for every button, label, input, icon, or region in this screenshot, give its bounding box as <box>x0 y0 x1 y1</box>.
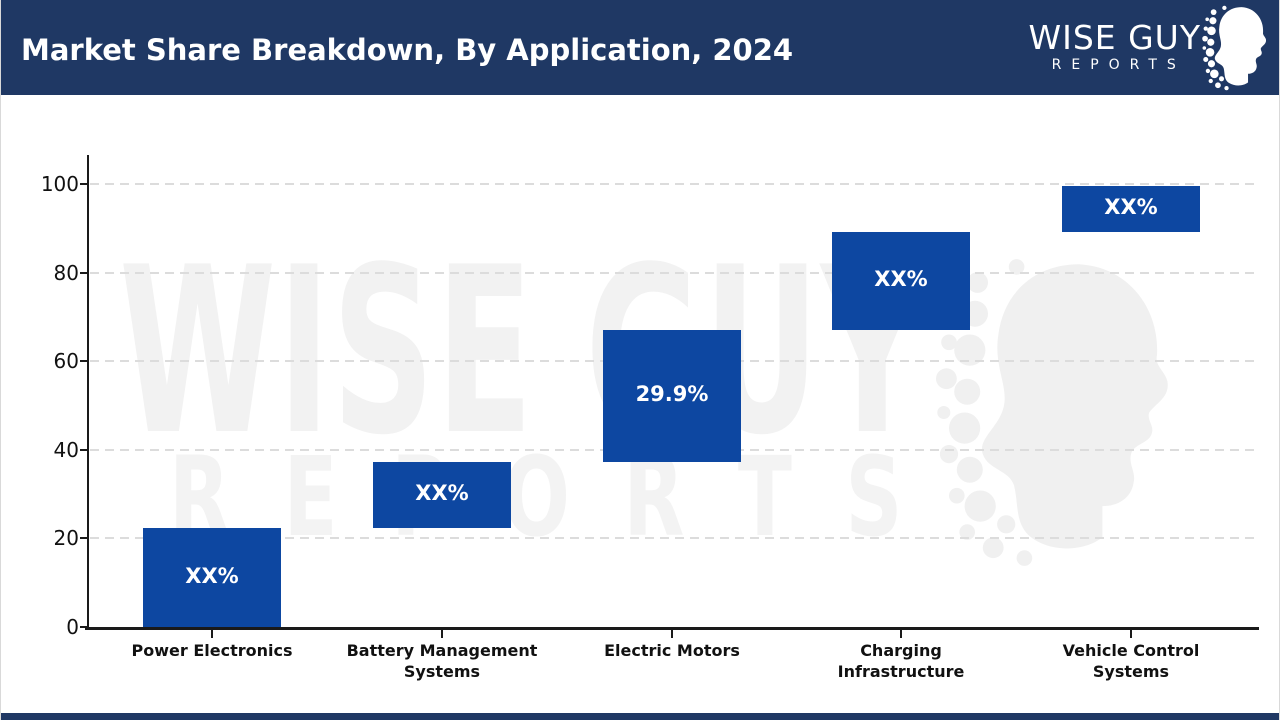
bar-battery-management-systems <box>373 462 511 529</box>
x-tickmark-1 <box>441 630 443 638</box>
y-tickmark-80 <box>80 271 88 274</box>
bar-power-electronics <box>143 528 281 627</box>
header-bar: Market Share Breakdown, By Application, … <box>1 0 1279 95</box>
y-tickmark-0 <box>80 626 88 628</box>
logo-sub-text: REPORTS <box>1051 57 1186 74</box>
y-tickmark-60 <box>80 360 88 363</box>
y-axis-line <box>87 155 89 629</box>
y-tickmark-100 <box>80 183 88 185</box>
x-axis-category-label: Power Electronics <box>131 641 293 660</box>
x-tickmark-2 <box>671 630 673 638</box>
bar-vehicle-control-systems <box>1062 186 1200 233</box>
gridline-100 <box>90 183 1259 185</box>
x-axis-category-label: Battery Management Systems <box>346 641 538 681</box>
bar-value-label: 29.9% <box>635 381 709 406</box>
watermark-head-icon <box>936 185 1196 640</box>
bar-value-label: XX% <box>874 267 928 292</box>
bar-value-label: XX% <box>415 481 469 506</box>
x-axis-line <box>85 627 1259 630</box>
x-tickmark-0 <box>211 630 213 638</box>
bar-electric-motors <box>603 329 741 463</box>
y-axis-tick-100: 100 <box>40 172 79 196</box>
x-tickmark-4 <box>1130 630 1132 638</box>
watermark-text-line1: WISE GUY <box>119 219 926 486</box>
y-tickmark-20 <box>80 537 88 540</box>
x-tickmark-3 <box>900 630 902 638</box>
x-axis-category-label: Charging Infrastructure <box>837 641 965 681</box>
x-axis-category-label: Vehicle Control Systems <box>1062 641 1200 681</box>
footer-bar <box>1 713 1279 720</box>
y-axis-tick-80: 80 <box>53 260 79 285</box>
bar-charging-infrastructure <box>832 232 970 330</box>
gridline-20 <box>90 537 1259 540</box>
chart-title: Market Share Breakdown, By Application, … <box>21 33 794 67</box>
y-axis-tick-60: 60 <box>53 349 79 374</box>
brand-logo: WISE GUY REPORTS <box>1028 18 1201 74</box>
bar-value-label: XX% <box>185 563 239 588</box>
y-axis-tick-20: 20 <box>53 526 79 551</box>
x-axis-category-label: Electric Motors <box>604 641 740 660</box>
logo-brand-text: WISE GUY <box>1028 18 1201 57</box>
y-axis-tick-0: 0 <box>66 615 79 639</box>
bar-value-label: XX% <box>1104 195 1158 220</box>
y-tickmark-40 <box>80 448 88 451</box>
logo-head-icon <box>1201 5 1275 91</box>
gridline-80 <box>90 271 1259 274</box>
watermark-text-line2: R E P O R T S <box>169 433 916 561</box>
y-axis-tick-40: 40 <box>53 437 79 462</box>
